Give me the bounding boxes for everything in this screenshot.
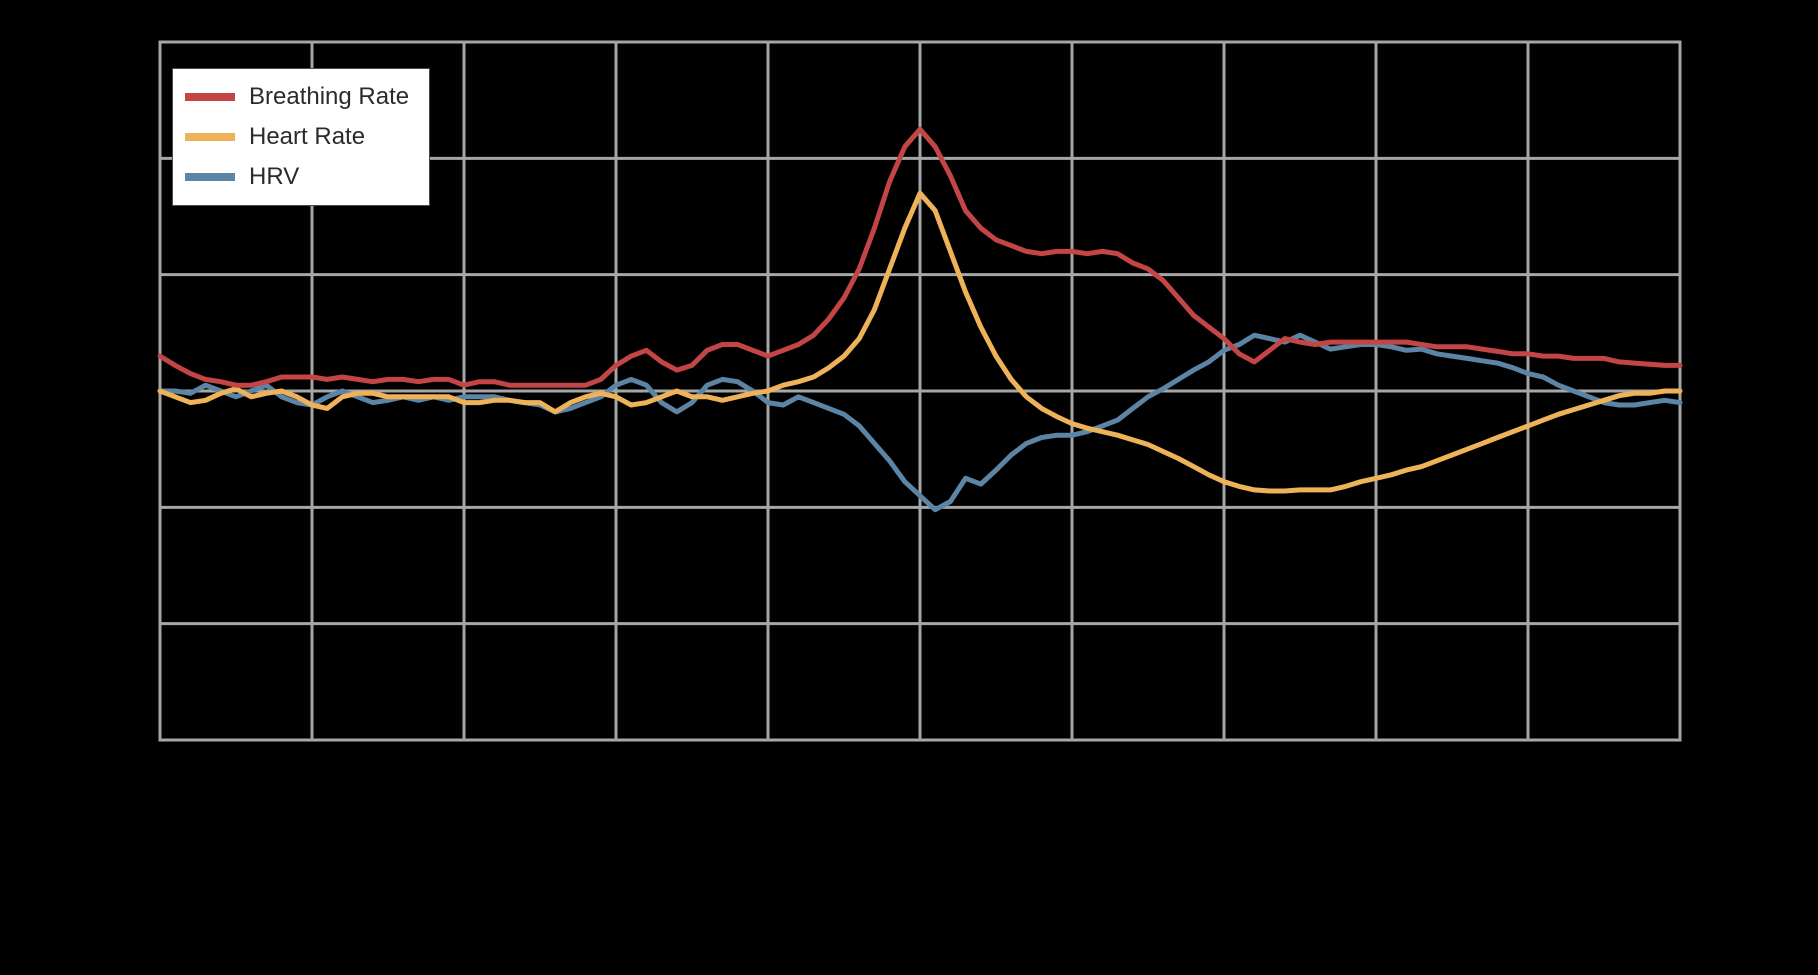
legend-swatch-icon (185, 173, 235, 181)
chart-container: Breathing Rate Heart Rate HRV (0, 0, 1818, 975)
legend-swatch-icon (185, 93, 235, 101)
legend-swatch-icon (185, 133, 235, 141)
legend-label: Heart Rate (249, 123, 365, 151)
legend-label: HRV (249, 163, 299, 191)
chart-legend: Breathing Rate Heart Rate HRV (172, 68, 430, 206)
legend-item: Breathing Rate (185, 77, 413, 117)
legend-item: Heart Rate (185, 117, 413, 157)
legend-label: Breathing Rate (249, 83, 409, 111)
legend-item: HRV (185, 157, 413, 197)
